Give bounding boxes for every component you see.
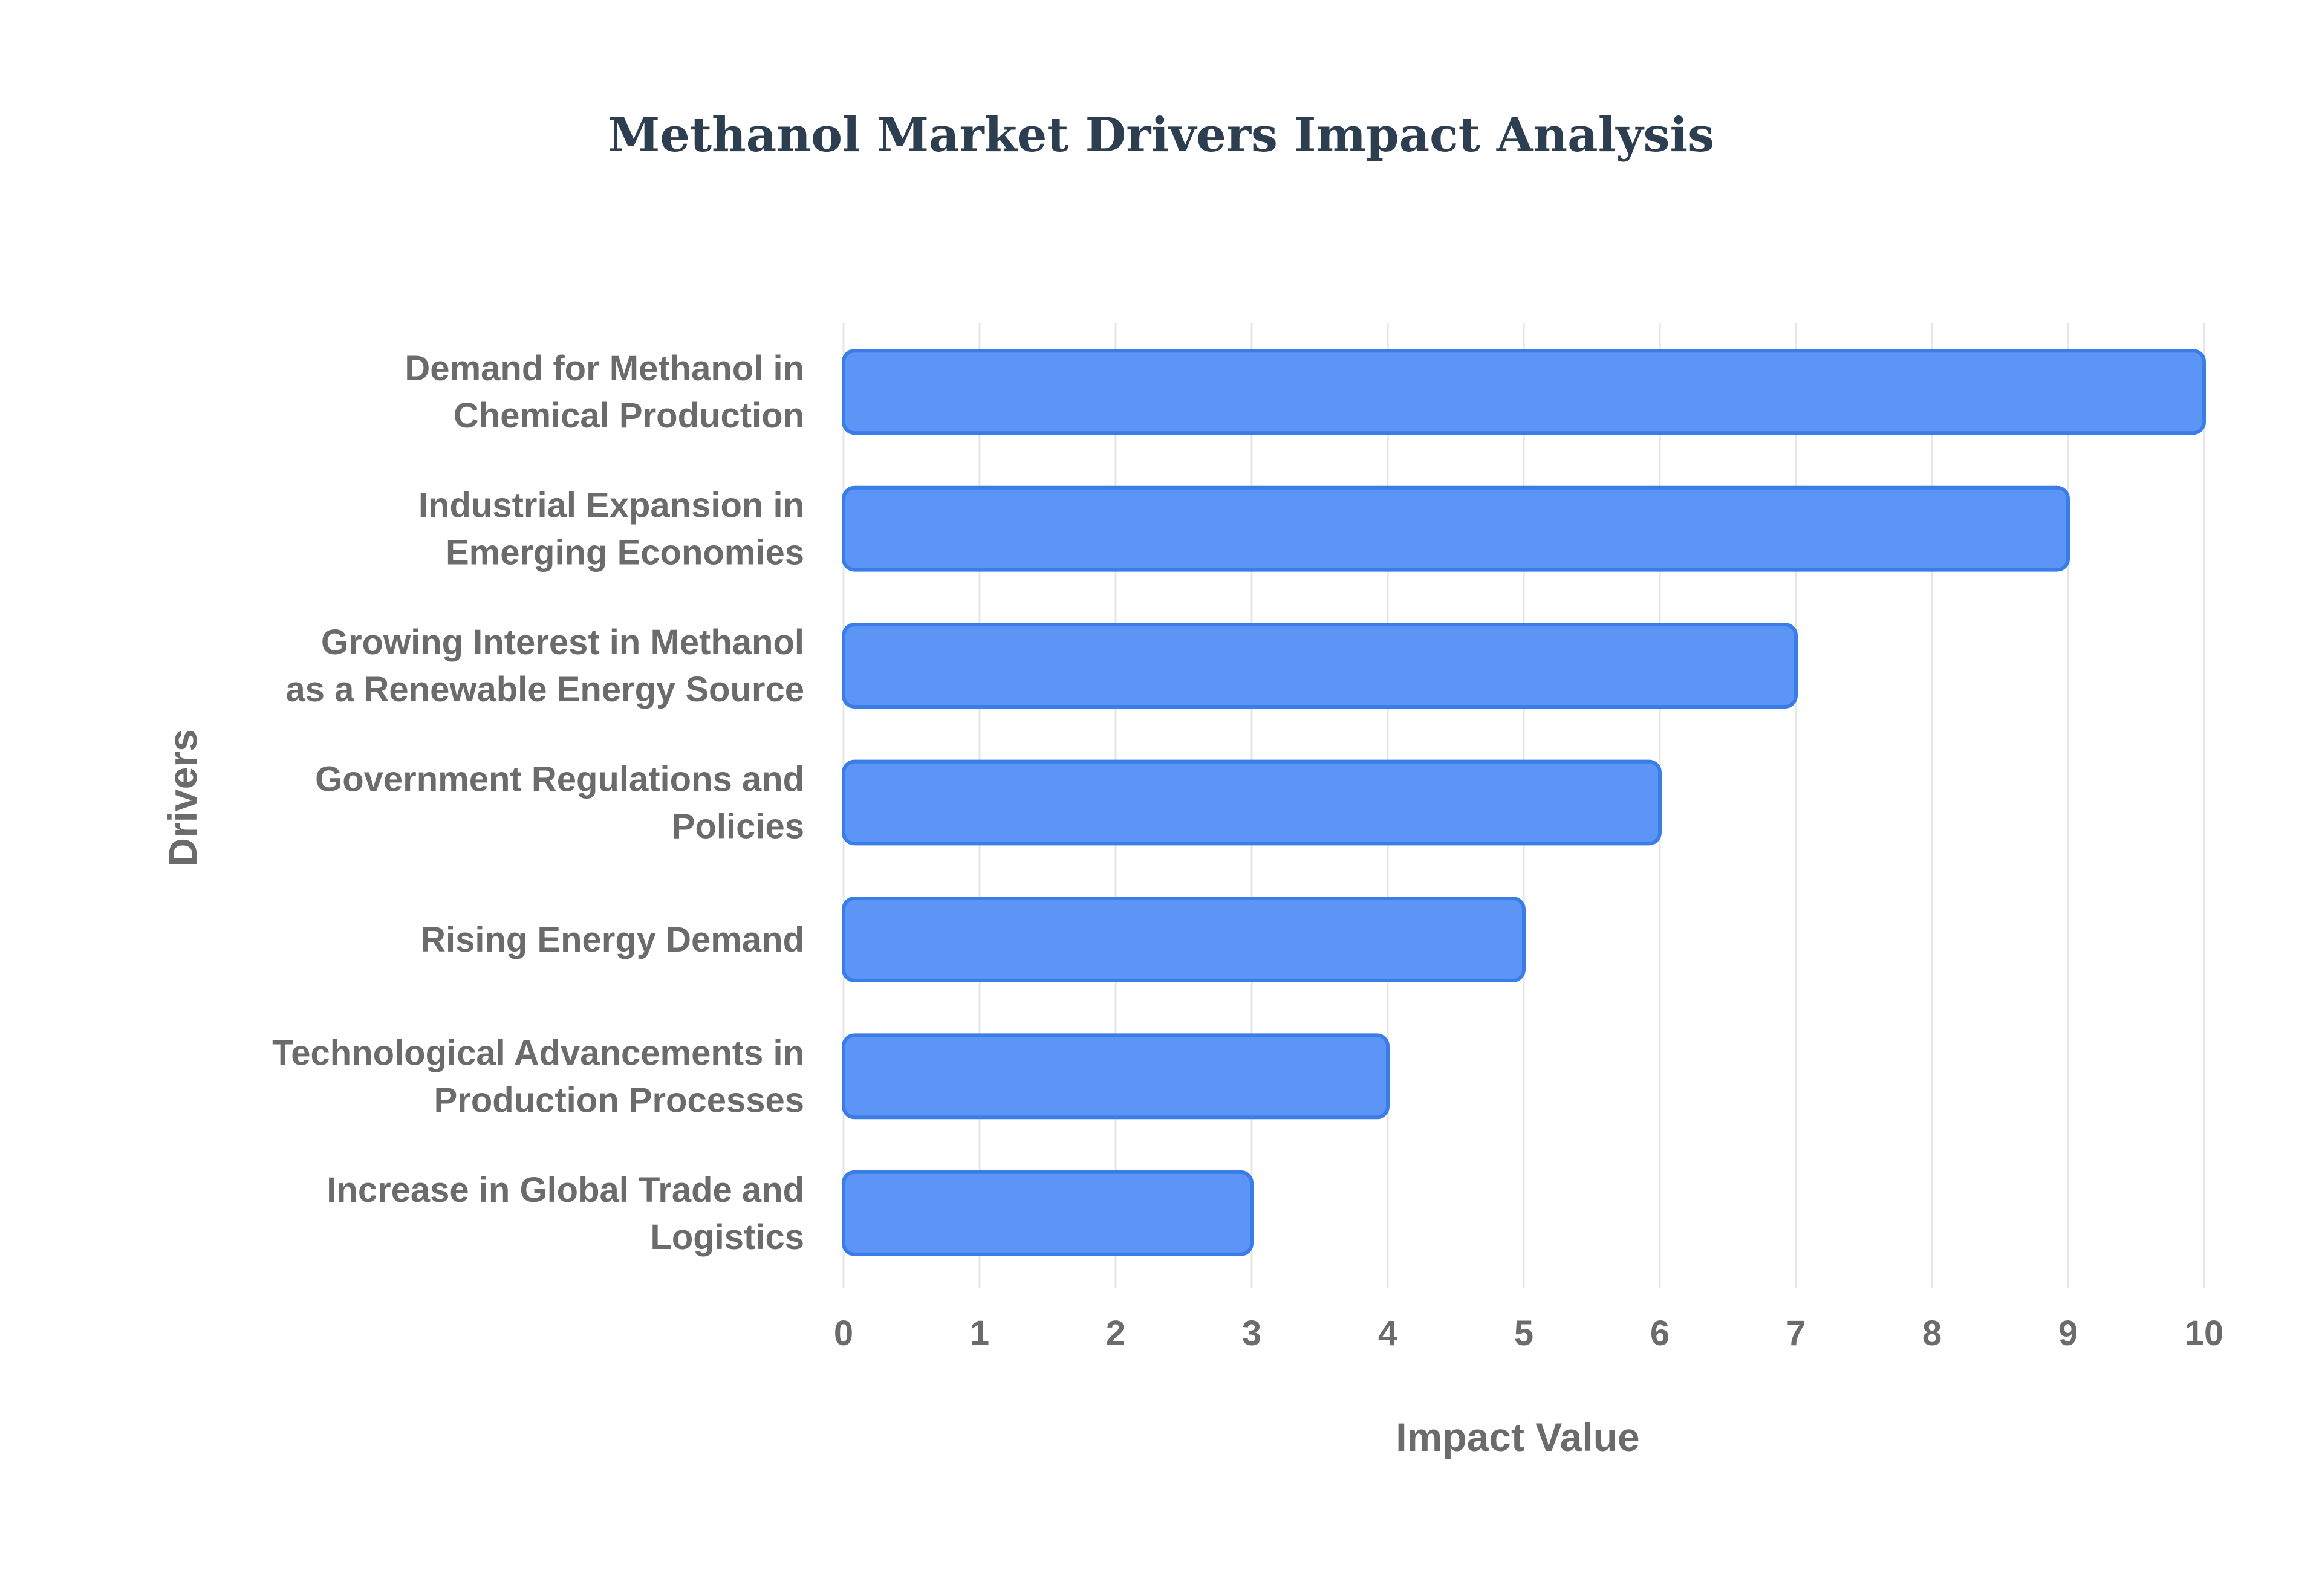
x-tick-label: 6 xyxy=(1650,1314,1670,1353)
x-tick-label: 2 xyxy=(1106,1314,1125,1353)
category-label: Technological Advancements in Production … xyxy=(272,1033,804,1120)
x-tick-label: 4 xyxy=(1378,1314,1397,1353)
category-label: Growing Interest in Methanol as a Renewab… xyxy=(286,623,804,709)
bar xyxy=(842,623,1798,709)
x-tick-label: 1 xyxy=(970,1314,989,1353)
x-axis-title: Impact Value xyxy=(1396,1415,1640,1459)
x-tick-label: 8 xyxy=(1922,1314,1942,1353)
x-tick-label: 7 xyxy=(1786,1314,1806,1353)
bar xyxy=(842,485,2070,572)
category-label: Government Regulations and Policies xyxy=(315,760,804,846)
category-labels: Demand for Methanol in Chemical Productio… xyxy=(272,349,804,1257)
x-tick-label: 5 xyxy=(1514,1314,1533,1353)
x-tick-label: 3 xyxy=(1242,1314,1261,1353)
category-label: Increase in Global Trade and Logistics xyxy=(327,1170,804,1257)
bar xyxy=(842,759,1662,846)
category-label: Rising Energy Demand xyxy=(420,920,804,959)
bar xyxy=(842,349,2206,435)
x-tick-label: 10 xyxy=(2185,1314,2224,1353)
category-label: Demand for Methanol in Chemical Productio… xyxy=(405,349,804,435)
bar xyxy=(842,1170,1254,1256)
category-label: Industrial Expansion in Emerging Economie… xyxy=(418,486,804,573)
x-tick-label: 0 xyxy=(834,1314,853,1353)
x-tick-labels: 0 1 2 3 4 5 6 7 8 9 10 xyxy=(834,1314,2223,1353)
y-axis-title: Drivers xyxy=(160,729,205,867)
chart-title: Methanol Market Drivers Impact Analysis xyxy=(608,108,1714,163)
bars xyxy=(842,349,2206,1256)
x-tick-label: 9 xyxy=(2058,1314,2078,1353)
bar xyxy=(842,1033,1390,1120)
bar xyxy=(842,897,1526,982)
